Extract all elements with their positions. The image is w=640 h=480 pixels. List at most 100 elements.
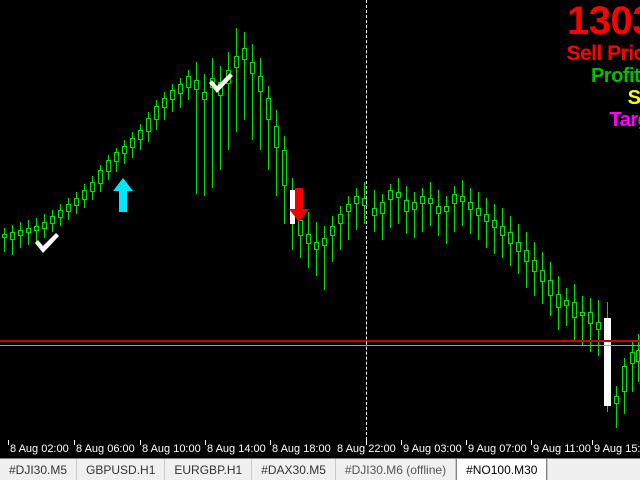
candle-body: [290, 190, 295, 224]
candle: [82, 0, 87, 440]
candle-body: [492, 220, 497, 228]
candle-body: [202, 92, 207, 100]
symbol-tab-no100-m30[interactable]: #NO100.M30: [456, 459, 548, 480]
candle-body: [98, 170, 103, 184]
axis-tick: [401, 440, 402, 445]
candle-body: [234, 56, 239, 68]
candle-wick: [212, 58, 213, 188]
candle-body: [58, 210, 63, 218]
candle: [2, 0, 7, 440]
candle-body: [330, 226, 335, 236]
candle-body: [18, 230, 23, 236]
candle-body: [114, 152, 119, 162]
candle: [266, 0, 271, 440]
axis-time-label: 9 Aug 07:00: [468, 443, 527, 455]
candle-body: [258, 76, 263, 92]
candle: [516, 0, 521, 440]
candle: [428, 0, 433, 440]
candle-wick: [462, 180, 463, 226]
candle: [484, 0, 489, 440]
candle-body: [90, 182, 95, 192]
candle-wick: [228, 52, 229, 150]
candle-body: [146, 118, 151, 132]
chart-plot-area[interactable]: [0, 0, 640, 440]
candle: [34, 0, 39, 440]
candle: [404, 0, 409, 440]
candle: [444, 0, 449, 440]
candle: [202, 0, 207, 440]
candle: [468, 0, 473, 440]
candle-body: [460, 196, 465, 202]
candle: [460, 0, 465, 440]
candle: [98, 0, 103, 440]
candle: [548, 0, 553, 440]
candle-wick: [382, 194, 383, 240]
candle-wick: [398, 178, 399, 224]
candle-body: [82, 190, 87, 200]
candle-body: [630, 352, 635, 364]
candle-body: [476, 208, 481, 216]
candle: [452, 0, 457, 440]
candle: [138, 0, 143, 440]
candle: [580, 0, 585, 440]
candle-body: [556, 294, 561, 308]
candle-body: [186, 76, 191, 88]
candle-body: [420, 196, 425, 204]
candle-body: [436, 206, 441, 214]
candle-body: [614, 396, 619, 404]
candle-wick: [4, 228, 5, 252]
candle: [604, 0, 611, 440]
axis-time-label: 8 Aug 06:00: [76, 443, 135, 455]
candle-wick: [220, 66, 221, 170]
axis-tick: [531, 440, 532, 445]
axis-time-label: 9 Aug 03:00: [403, 443, 462, 455]
candle: [106, 0, 111, 440]
candle-body: [282, 150, 287, 186]
axis-time-label: 8 Aug 18:00: [272, 443, 331, 455]
candle: [372, 0, 377, 440]
candle-wick: [478, 192, 479, 240]
candle-wick: [494, 204, 495, 254]
candle: [338, 0, 343, 440]
candle: [250, 0, 255, 440]
candle-body: [372, 208, 377, 216]
candle-wick: [244, 32, 245, 120]
candle: [130, 0, 135, 440]
axis-tick: [592, 440, 593, 445]
candle-body: [50, 216, 55, 224]
candle: [412, 0, 417, 440]
candle: [436, 0, 441, 440]
candle: [380, 0, 385, 440]
candle-body: [540, 270, 545, 282]
candle: [330, 0, 335, 440]
candle-wick: [390, 184, 391, 228]
candle: [210, 0, 215, 440]
symbol-tab-gbpusd-h1[interactable]: GBPUSD.H1: [77, 459, 166, 480]
symbol-tab-bar[interactable]: #DJI30.M5 GBPUSD.H1 EURGBP.H1 #DAX30.M5 #DJI…: [0, 458, 640, 480]
candle: [290, 0, 295, 440]
candle-body: [162, 98, 167, 108]
candle: [306, 0, 311, 440]
axis-tick: [270, 440, 271, 445]
symbol-tab-dji30-m5[interactable]: #DJI30.M5: [0, 459, 78, 480]
candle: [218, 0, 223, 440]
candle-body: [604, 318, 611, 406]
candle-body: [468, 202, 473, 210]
candle: [178, 0, 183, 440]
symbol-tab-dji30-m6-offline[interactable]: #DJI30.M6 (offline): [335, 459, 457, 480]
buy-arrow-up-icon: [112, 178, 134, 212]
candle-wick: [340, 206, 341, 250]
candle-body: [322, 238, 327, 246]
candle-body: [2, 234, 7, 238]
symbol-tab-eurgbp-h1[interactable]: EURGBP.H1: [165, 459, 253, 480]
axis-tick: [140, 440, 141, 445]
symbol-tab-dax30-m5[interactable]: #DAX30.M5: [252, 459, 336, 480]
candle-body: [532, 260, 537, 272]
candle: [162, 0, 167, 440]
candle-wick: [486, 198, 487, 248]
candle-body: [266, 98, 271, 120]
candle-wick: [260, 58, 261, 150]
candle-body: [298, 220, 303, 236]
candle-body: [130, 138, 135, 148]
candle-body: [588, 312, 593, 324]
